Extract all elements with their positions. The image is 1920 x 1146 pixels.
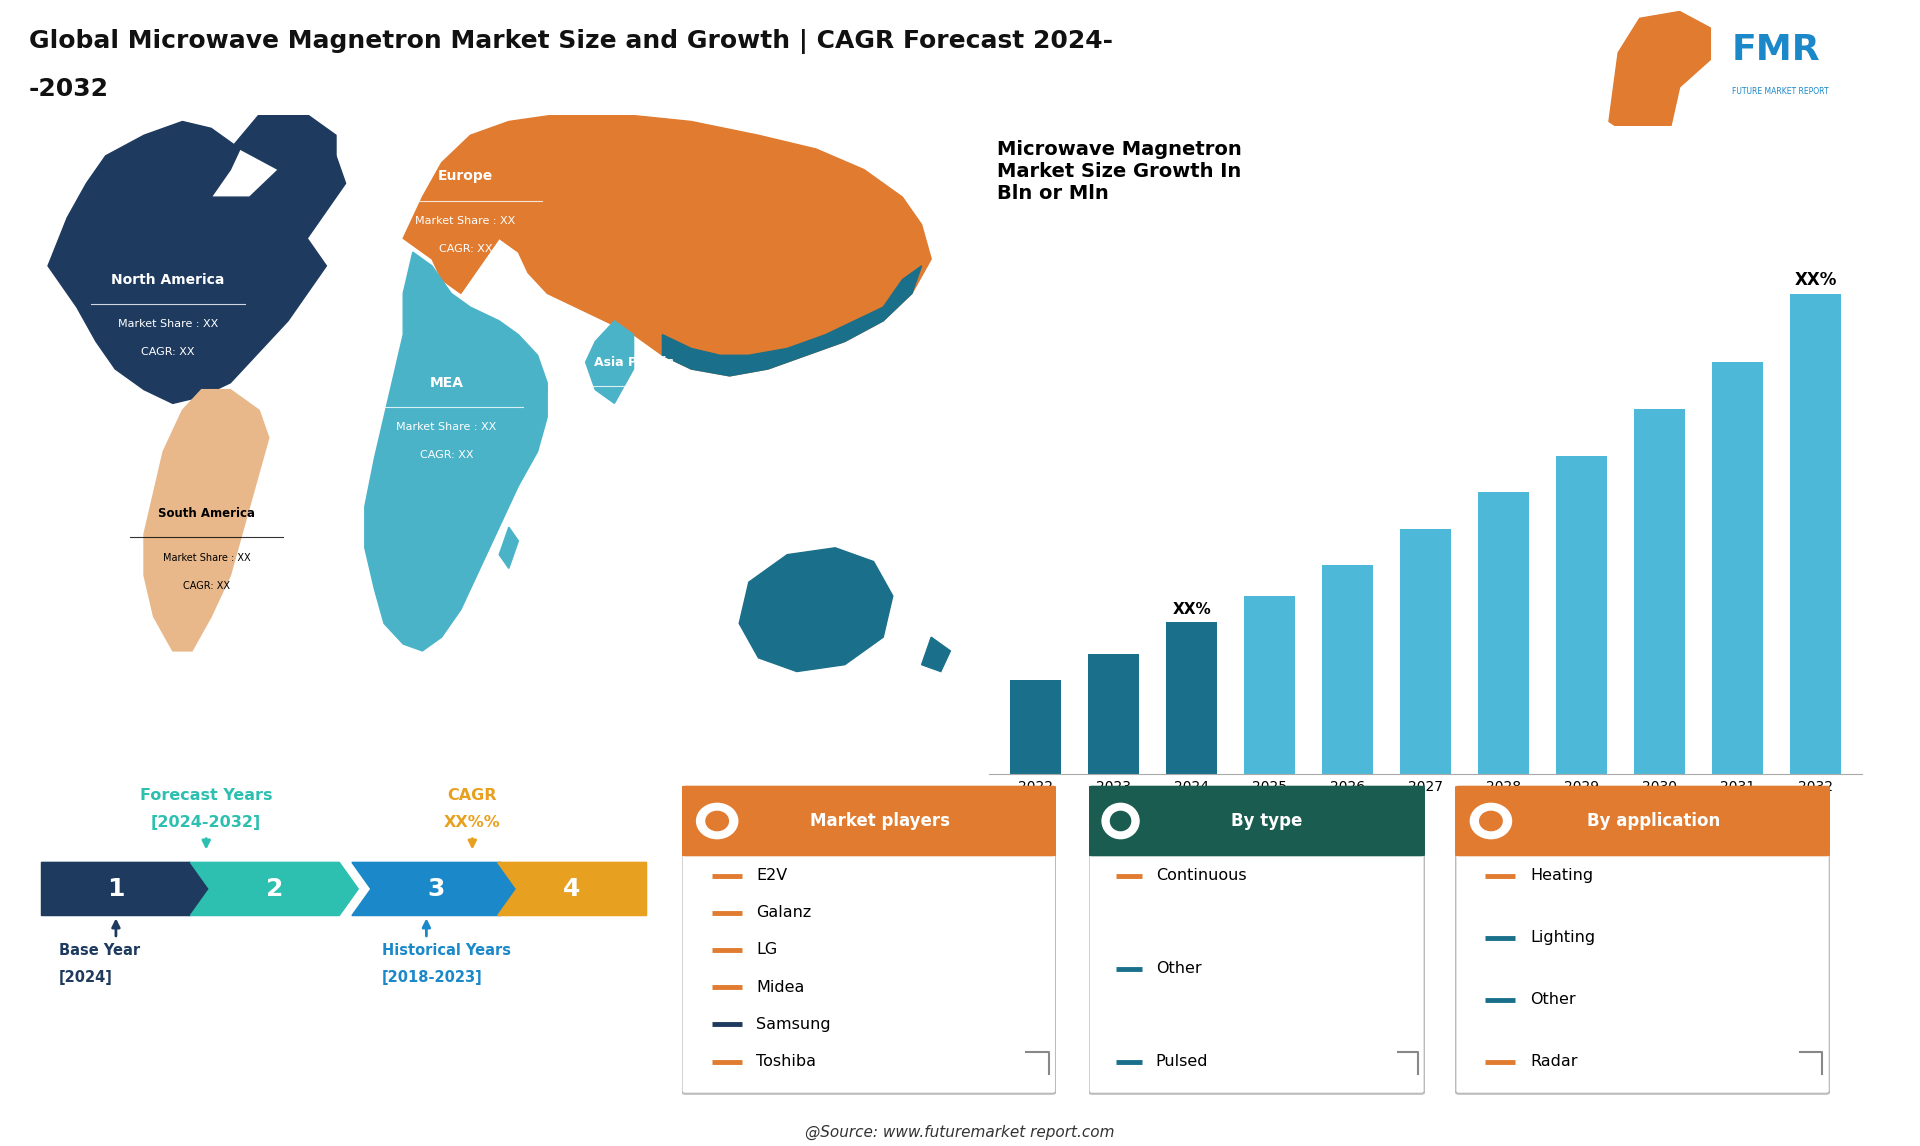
Text: Radar: Radar <box>1530 1054 1578 1069</box>
Circle shape <box>1480 811 1501 831</box>
Text: Other: Other <box>1530 992 1576 1007</box>
Text: CAGR: XX: CAGR: XX <box>440 244 492 253</box>
Bar <box>1713 362 1763 774</box>
Text: Market Share : XX: Market Share : XX <box>396 423 497 432</box>
Text: XX%: XX% <box>1795 270 1837 289</box>
Text: -2032: -2032 <box>29 77 109 101</box>
Text: South America: South America <box>157 507 255 520</box>
Polygon shape <box>351 862 520 916</box>
Text: CAGR: CAGR <box>447 788 497 803</box>
Polygon shape <box>190 862 359 916</box>
Polygon shape <box>144 390 269 651</box>
Text: Microwave Magnetron
Market Size Growth In
Bln or Mln: Microwave Magnetron Market Size Growth I… <box>996 141 1242 204</box>
FancyBboxPatch shape <box>1452 786 1834 856</box>
Text: Samsung: Samsung <box>756 1017 831 1031</box>
Circle shape <box>707 811 728 831</box>
Polygon shape <box>662 266 922 376</box>
FancyBboxPatch shape <box>678 786 1060 856</box>
Bar <box>1789 293 1841 774</box>
Text: XX%: XX% <box>1173 602 1212 618</box>
Text: Heating: Heating <box>1530 868 1594 884</box>
Polygon shape <box>42 862 209 916</box>
Bar <box>1323 565 1373 774</box>
Polygon shape <box>497 862 647 916</box>
FancyBboxPatch shape <box>682 853 1056 1093</box>
Text: CAGR: XX: CAGR: XX <box>420 450 472 460</box>
Text: XX%%: XX%% <box>444 815 501 830</box>
Text: [2018-2023]: [2018-2023] <box>382 970 482 986</box>
Text: @Source: www.futuremarket report.com: @Source: www.futuremarket report.com <box>804 1125 1116 1140</box>
Text: Market players: Market players <box>810 813 950 830</box>
Text: CAGR: XX: CAGR: XX <box>609 430 659 439</box>
Text: Lighting: Lighting <box>1530 931 1596 945</box>
Bar <box>1478 492 1528 774</box>
Text: Asia Pacific: Asia Pacific <box>593 355 674 369</box>
FancyBboxPatch shape <box>1455 853 1830 1093</box>
Circle shape <box>1102 803 1139 839</box>
Circle shape <box>697 803 737 839</box>
Text: 3: 3 <box>428 877 445 901</box>
Text: Other: Other <box>1156 961 1202 976</box>
Text: Europe: Europe <box>438 170 493 183</box>
Text: 1: 1 <box>108 877 125 901</box>
Polygon shape <box>48 121 346 403</box>
Text: Historical Years: Historical Years <box>382 943 511 958</box>
Text: E2V: E2V <box>756 868 787 884</box>
Text: FMR: FMR <box>1732 33 1820 66</box>
Text: By type: By type <box>1231 813 1302 830</box>
Text: Toshiba: Toshiba <box>756 1054 816 1069</box>
Polygon shape <box>230 115 336 170</box>
Text: 2: 2 <box>265 877 282 901</box>
Polygon shape <box>739 548 893 672</box>
Bar <box>1010 680 1062 774</box>
Text: CAGR: XX: CAGR: XX <box>182 581 230 590</box>
Text: 4: 4 <box>563 877 580 901</box>
Polygon shape <box>365 252 547 651</box>
Text: Market Share : XX: Market Share : XX <box>117 320 219 329</box>
Polygon shape <box>490 348 547 431</box>
Polygon shape <box>1609 11 1711 142</box>
Text: FUTURE MARKET REPORT: FUTURE MARKET REPORT <box>1732 87 1828 96</box>
Text: Market Share : XX: Market Share : XX <box>415 217 516 226</box>
Text: Pulsed: Pulsed <box>1156 1054 1208 1069</box>
Text: Base Year: Base Year <box>60 943 140 958</box>
Text: [2024-2032]: [2024-2032] <box>152 815 261 830</box>
Text: Forecast Years: Forecast Years <box>140 788 273 803</box>
Bar <box>1244 596 1294 774</box>
Bar <box>1557 456 1607 774</box>
Text: Market Share : XX: Market Share : XX <box>163 554 250 563</box>
FancyBboxPatch shape <box>1085 786 1428 856</box>
Polygon shape <box>499 527 518 568</box>
Polygon shape <box>864 266 902 307</box>
Polygon shape <box>922 637 950 672</box>
Text: Market Share : XX: Market Share : XX <box>588 402 680 411</box>
Bar <box>1400 528 1452 774</box>
FancyBboxPatch shape <box>1089 853 1425 1093</box>
Bar <box>1165 622 1217 774</box>
Bar <box>1089 653 1139 774</box>
Text: By application: By application <box>1588 813 1720 830</box>
Polygon shape <box>586 321 634 403</box>
Text: [2024]: [2024] <box>60 970 113 986</box>
Text: Galanz: Galanz <box>756 905 812 920</box>
Text: Global Microwave Magnetron Market Size and Growth | CAGR Forecast 2024-: Global Microwave Magnetron Market Size a… <box>29 29 1114 54</box>
Text: Midea: Midea <box>756 980 804 995</box>
Text: Continuous: Continuous <box>1156 868 1246 884</box>
Text: MEA: MEA <box>430 376 463 390</box>
Text: North America: North America <box>111 273 225 286</box>
Bar <box>1634 409 1686 774</box>
Polygon shape <box>403 115 931 376</box>
Circle shape <box>1110 811 1131 831</box>
Circle shape <box>1471 803 1511 839</box>
Text: CAGR: XX: CAGR: XX <box>142 347 194 356</box>
Text: LG: LG <box>756 942 778 958</box>
